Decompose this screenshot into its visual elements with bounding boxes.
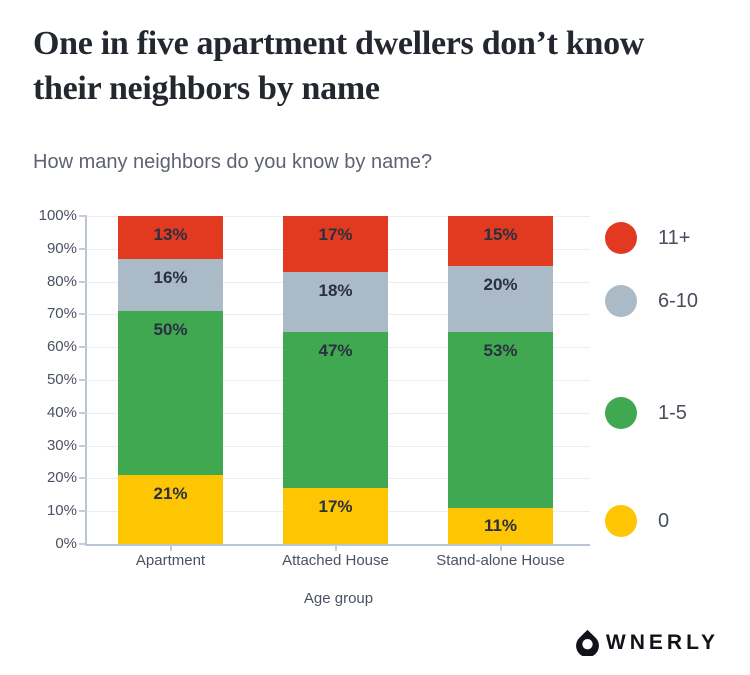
bar-value-label: 16% (153, 267, 188, 287)
bar-value-label: 17% (318, 496, 353, 516)
y-axis-tick-label: 0% (55, 535, 77, 552)
legend-swatch (605, 222, 637, 254)
page-title: One in five apartment dwellers don’t kno… (33, 21, 644, 111)
bar-segment: 47% (283, 331, 388, 488)
chart-subtitle: How many neighbors do you know by name? (33, 151, 433, 173)
y-axis-tick-label: 70% (46, 305, 77, 323)
y-axis-tick-label: 50% (46, 371, 77, 388)
legend-item: 6-10 (605, 285, 698, 317)
bar-value-label: 15% (483, 225, 518, 245)
x-axis-tick (169, 545, 172, 551)
bar-value-label: 11% (483, 515, 518, 535)
y-axis-tick (79, 444, 87, 447)
page-title-line1: One in five apartment dwellers don’t kno… (33, 25, 645, 62)
y-axis-tick (79, 247, 87, 250)
legend-label: 0 (658, 510, 670, 532)
bar-value-label: 13% (153, 225, 188, 245)
bar-segment: 17% (283, 487, 388, 544)
house-o-icon (574, 629, 601, 656)
bar-segment: 15% (448, 216, 553, 266)
bar-value-label: 21% (153, 484, 188, 504)
bar-segment: 11% (448, 507, 553, 544)
y-axis-line (85, 216, 87, 546)
bar-value-label: 50% (153, 320, 188, 340)
legend-item: 1-5 (605, 397, 687, 429)
legend-swatch (605, 285, 637, 317)
y-axis-tick-label: 100% (38, 207, 77, 224)
bar-value-label: 17% (318, 225, 353, 245)
y-axis-tick-label: 40% (46, 403, 77, 421)
y-axis-tick-label: 60% (46, 338, 77, 356)
logo-wordmark-text: WNERLY (605, 630, 719, 654)
y-axis-tick (79, 280, 87, 283)
y-axis-tick (79, 510, 87, 513)
y-axis-tick (79, 379, 87, 381)
y-axis-tick-label: 90% (46, 239, 77, 257)
legend-swatch (605, 397, 637, 429)
x-axis-category-label: Attached House (282, 552, 389, 569)
legend-label: 1-5 (658, 402, 687, 424)
legend-item: 11+ (605, 222, 690, 254)
y-axis-tick-label: 30% (46, 436, 77, 454)
bar-segment: 17% (283, 216, 388, 273)
y-axis-tick (79, 313, 87, 316)
bar-segment: 53% (448, 331, 553, 508)
plot-area: 0% 10% 20% 30% 40% 50% 60% 70% 80% 90% 100% 21% 50% 1… (39, 207, 590, 569)
y-axis-tick-label: 20% (46, 469, 77, 487)
bar-segment: 13% (118, 216, 223, 259)
bar-segment: 50% (118, 311, 223, 476)
bar-value-label: 20% (483, 274, 518, 294)
bar-value-label: 47% (318, 340, 353, 360)
page-title-line2: their neighbors by name (33, 70, 380, 107)
x-axis-category-label: Apartment (135, 552, 206, 569)
x-axis-line (85, 544, 590, 546)
y-axis-tick (79, 543, 87, 545)
y-axis-tick (79, 411, 87, 414)
legend-label: 6-10 (658, 290, 699, 312)
x-axis-title: Age group (303, 590, 374, 607)
bar-segment: 16% (118, 258, 223, 312)
bar-segment: 20% (448, 265, 553, 332)
legend-item: 0 (605, 505, 669, 537)
y-axis-tick (79, 477, 87, 480)
bar-value-label: 53% (483, 340, 518, 360)
x-axis-tick (334, 545, 337, 551)
y-axis-tick (79, 346, 87, 349)
bar-value-label: 18% (318, 281, 353, 301)
legend-swatch (605, 505, 637, 537)
ownerly-logo: WNERLY (574, 629, 719, 656)
bar-segment: 21% (118, 475, 223, 544)
y-axis-tick (79, 215, 87, 217)
legend-label: 11+ (658, 227, 691, 249)
bar-segment: 18% (283, 272, 388, 332)
y-axis-tick-label: 80% (46, 272, 77, 290)
y-axis-tick-label: 10% (46, 502, 77, 520)
x-axis-category-label: Stand-alone House (436, 552, 565, 569)
x-axis-tick (499, 545, 502, 551)
